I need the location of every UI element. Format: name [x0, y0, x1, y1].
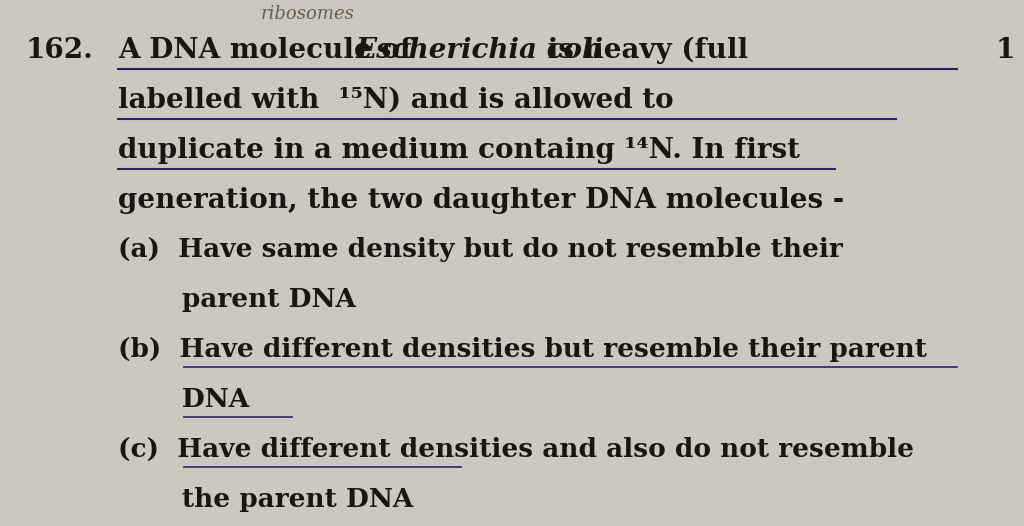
Text: DNA: DNA [118, 387, 249, 412]
Text: 1: 1 [995, 37, 1015, 64]
Text: is heavy (full: is heavy (full [538, 37, 748, 64]
Text: A DNA molecule of: A DNA molecule of [118, 37, 421, 64]
Text: (b)  Have different densities but resemble their parent: (b) Have different densities but resembl… [118, 337, 927, 362]
Text: ribosomes: ribosomes [260, 5, 354, 23]
Text: 162.: 162. [26, 37, 93, 64]
Text: (a)  Have same density but do not resemble their: (a) Have same density but do not resembl… [118, 237, 843, 262]
Text: generation, the two daughter DNA molecules -: generation, the two daughter DNA molecul… [118, 187, 844, 214]
Text: duplicate in a medium containg ¹⁴N. In first: duplicate in a medium containg ¹⁴N. In f… [118, 137, 800, 164]
Text: (c)  Have different densities and also do not resemble: (c) Have different densities and also do… [118, 437, 913, 462]
Text: parent DNA: parent DNA [118, 287, 355, 312]
Text: labelled with  ¹⁵N) and is allowed to: labelled with ¹⁵N) and is allowed to [118, 87, 674, 114]
Text: Escherichia coli: Escherichia coli [355, 37, 603, 64]
Text: the parent DNA: the parent DNA [118, 487, 413, 512]
